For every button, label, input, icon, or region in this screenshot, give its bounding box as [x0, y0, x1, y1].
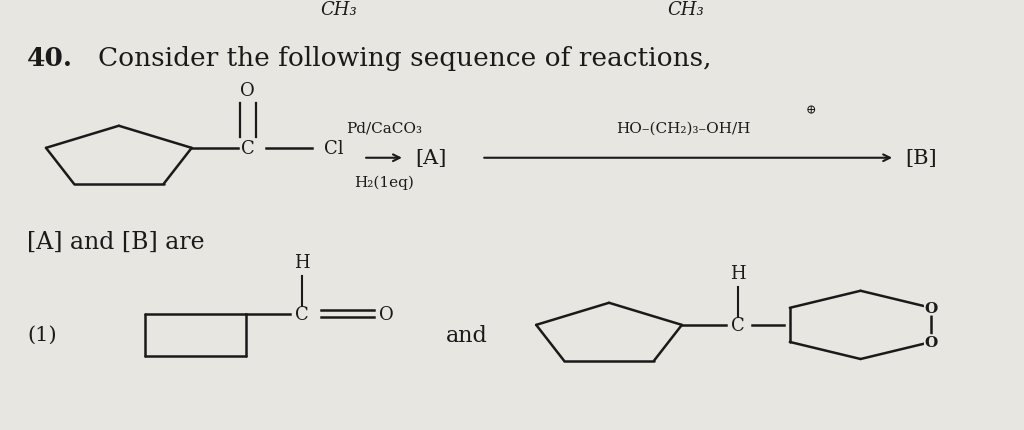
Text: C: C — [731, 316, 744, 334]
Text: Consider the following sequence of reactions,: Consider the following sequence of react… — [98, 46, 712, 71]
Text: (1): (1) — [27, 326, 56, 344]
Text: O: O — [925, 301, 938, 315]
Text: Pd/CaCO₃: Pd/CaCO₃ — [346, 121, 422, 135]
Text: Cl: Cl — [325, 139, 344, 157]
Text: and: and — [445, 324, 487, 346]
Text: O: O — [925, 335, 938, 349]
Text: ⊕: ⊕ — [806, 104, 816, 117]
Text: H: H — [730, 264, 745, 283]
Text: H: H — [294, 253, 310, 271]
Text: CH₃: CH₃ — [668, 1, 703, 19]
Text: 40.: 40. — [27, 46, 73, 71]
Text: CH₃: CH₃ — [321, 1, 356, 19]
Text: O: O — [241, 82, 255, 100]
Text: [A] and [B] are: [A] and [B] are — [27, 230, 205, 253]
Text: O: O — [379, 305, 393, 323]
Text: H₂(1eq): H₂(1eq) — [354, 175, 414, 190]
Text: HO–(CH₂)₃–OH/H: HO–(CH₂)₃–OH/H — [615, 121, 751, 135]
Text: [B]: [B] — [905, 149, 937, 168]
Text: [A]: [A] — [415, 149, 446, 168]
Text: C: C — [295, 305, 309, 323]
Text: C: C — [241, 139, 255, 157]
